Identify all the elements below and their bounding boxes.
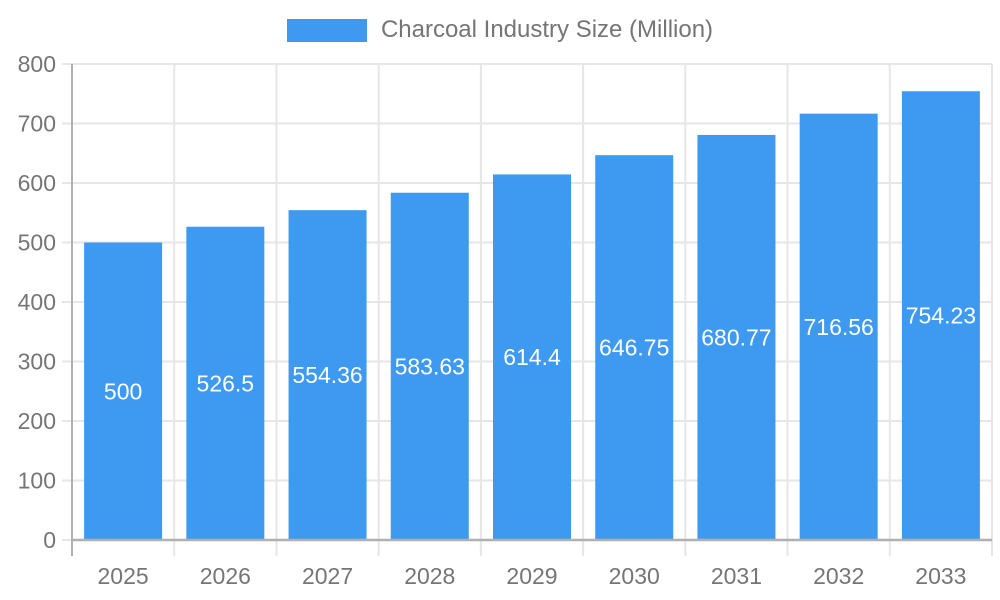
bar-value-label: 646.75: [599, 335, 669, 361]
x-tick-label: 2029: [506, 563, 557, 589]
bar-2025[interactable]: [84, 242, 163, 541]
legend-swatch: [286, 18, 367, 42]
x-tick-label: 2030: [609, 563, 660, 589]
x-tick-label: 2033: [915, 563, 966, 589]
legend-label: Charcoal Industry Size (Million): [380, 16, 714, 43]
bar-value-label: 754.23: [906, 303, 976, 329]
bar-value-label: 500: [104, 378, 142, 404]
y-tick-label: 200: [18, 408, 56, 434]
bar-value-label: 614.4: [503, 344, 561, 370]
y-tick-label: 300: [18, 349, 56, 375]
y-tick-label: 400: [18, 289, 56, 315]
x-tick-label: 2031: [711, 563, 762, 589]
bar-2033[interactable]: [901, 91, 980, 540]
x-tick-label: 2027: [302, 563, 353, 589]
bar-2026[interactable]: [186, 226, 265, 541]
bar-value-label: 526.5: [197, 370, 255, 396]
legend: Charcoal Industry Size (Million): [0, 18, 1000, 42]
x-tick-label: 2026: [200, 563, 251, 589]
y-tick-label: 800: [18, 51, 56, 77]
bar-2032[interactable]: [799, 113, 878, 541]
y-tick-label: 600: [18, 170, 56, 196]
bar-value-label: 554.36: [292, 362, 362, 388]
x-tick-label: 2032: [813, 563, 864, 589]
bar-2031[interactable]: [697, 134, 776, 541]
y-tick-label: 700: [18, 111, 56, 137]
x-tick-label: 2028: [404, 563, 455, 589]
bar-2030[interactable]: [595, 155, 674, 540]
y-tick-label: 500: [18, 230, 56, 256]
bar-2027[interactable]: [288, 210, 367, 540]
bar-value-label: 716.56: [803, 314, 873, 340]
bar-value-label: 680.77: [701, 324, 771, 350]
bar-2029[interactable]: [493, 174, 571, 540]
x-tick-label: 2025: [98, 563, 149, 589]
bar-value-label: 583.63: [395, 353, 465, 379]
y-tick-label: 100: [18, 468, 56, 494]
bar-2028[interactable]: [390, 192, 469, 540]
y-tick-label: 0: [43, 527, 56, 553]
